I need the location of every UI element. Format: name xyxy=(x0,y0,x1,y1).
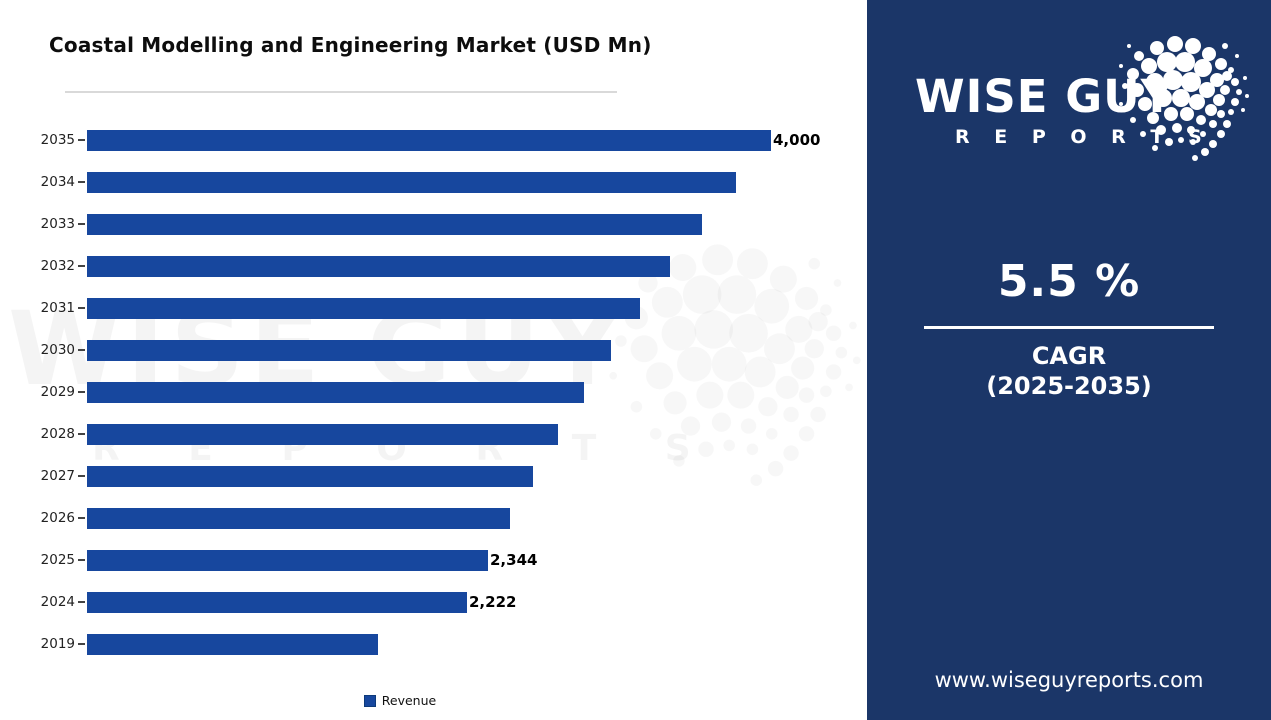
revenue-bar-2025 xyxy=(87,549,488,571)
bar-row: 2025 2,344 xyxy=(16,539,864,581)
axis-tick xyxy=(78,181,85,183)
wiseguy-head-icon xyxy=(1119,36,1249,161)
bar-rows: 2035 4,000 2034 2033 2032 2031 2030 2029 2028 202… xyxy=(16,119,864,665)
y-axis-label: 2031 xyxy=(40,300,75,316)
axis-tick xyxy=(78,139,85,141)
y-axis-label: 2030 xyxy=(40,342,75,358)
axis-tick xyxy=(78,517,85,519)
logo-wordmark: WISE GUY xyxy=(915,70,1175,123)
y-axis-label: 2026 xyxy=(40,510,75,526)
logo-subtitle: R E P O R T S xyxy=(955,126,1211,148)
y-axis-label: 2034 xyxy=(40,174,75,190)
axis-tick xyxy=(78,265,85,267)
right-panel: WISE GUY R E P O R T S 5.5 % CAGR (2025-… xyxy=(867,0,1271,720)
y-axis-label: 2019 xyxy=(40,636,75,652)
y-axis-label: 2025 xyxy=(40,552,75,568)
revenue-bar-2030 xyxy=(87,339,611,361)
bar-row: 2028 xyxy=(16,413,864,455)
bar-row: 2032 xyxy=(16,245,864,287)
revenue-bar-2029 xyxy=(87,381,584,403)
wiseguy-logo: WISE GUY R E P O R T S xyxy=(867,36,1271,190)
y-axis-label: 2029 xyxy=(40,384,75,400)
legend-swatch xyxy=(363,694,376,707)
revenue-bar-2033 xyxy=(87,213,702,235)
chart-title: Coastal Modelling and Engineering Market… xyxy=(49,33,652,57)
axis-tick xyxy=(78,391,85,393)
bar-row: 2030 xyxy=(16,329,864,371)
revenue-bar-2028 xyxy=(87,423,558,445)
bar-row: 2024 2,222 xyxy=(16,581,864,623)
legend-label: Revenue xyxy=(381,693,437,708)
revenue-bar-2031 xyxy=(87,297,640,319)
bar-value-label: 2,344 xyxy=(490,551,538,569)
y-axis-label: 2024 xyxy=(40,594,75,610)
axis-tick xyxy=(78,307,85,309)
y-axis-label: 2028 xyxy=(40,426,75,442)
revenue-bar-2024 xyxy=(87,591,467,613)
axis-tick xyxy=(78,559,85,561)
y-axis-label: 2035 xyxy=(40,132,75,148)
revenue-bar-2027 xyxy=(87,465,533,487)
axis-tick xyxy=(78,433,85,435)
bar-row: 2019 xyxy=(16,623,864,665)
cagr-underline xyxy=(924,326,1214,329)
axis-tick xyxy=(78,601,85,603)
axis-tick xyxy=(78,223,85,225)
y-axis-label: 2032 xyxy=(40,258,75,274)
y-axis-label: 2027 xyxy=(40,468,75,484)
bar-value-label: 2,222 xyxy=(469,593,517,611)
y-axis-label: 2033 xyxy=(40,216,75,232)
revenue-bar-2032 xyxy=(87,255,670,277)
website-url: www.wiseguyreports.com xyxy=(934,668,1204,692)
cagr-label: CAGR (2025-2035) xyxy=(867,341,1271,401)
bar-row: 2035 4,000 xyxy=(16,119,864,161)
axis-tick xyxy=(78,643,85,645)
cagr-label-line1: CAGR xyxy=(1031,342,1107,370)
cagr-value: 5.5 % xyxy=(997,256,1141,307)
bar-row: 2026 xyxy=(16,497,864,539)
revenue-bar-2019 xyxy=(87,633,378,655)
title-divider xyxy=(65,91,617,93)
revenue-bar-2035 xyxy=(87,129,771,151)
bar-row: 2034 xyxy=(16,161,864,203)
bar-row: 2031 xyxy=(16,287,864,329)
bar-row: 2029 xyxy=(16,371,864,413)
chart-legend: Revenue xyxy=(0,693,800,708)
chart-area: WISE GUY R E P O R T S Coastal Modelling… xyxy=(0,33,864,708)
revenue-bar-2026 xyxy=(87,507,510,529)
bar-row: 2033 xyxy=(16,203,864,245)
bar-row: 2027 xyxy=(16,455,864,497)
revenue-bar-2034 xyxy=(87,171,736,193)
axis-tick xyxy=(78,349,85,351)
axis-tick xyxy=(78,475,85,477)
cagr-label-line2: (2025-2035) xyxy=(986,372,1152,400)
bar-value-label: 4,000 xyxy=(773,131,821,149)
